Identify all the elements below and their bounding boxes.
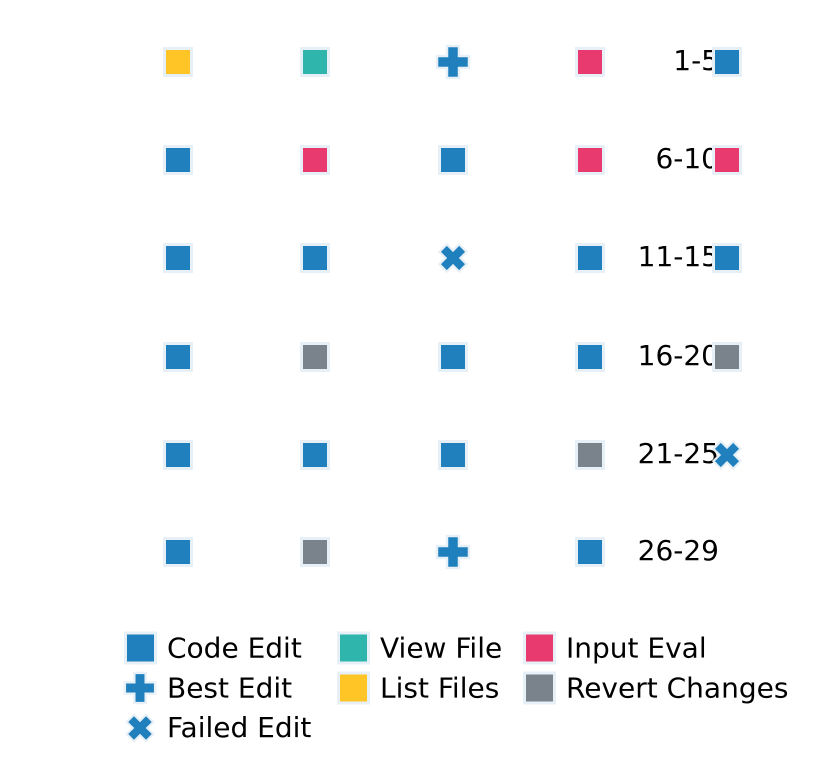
grid-cell-r2-c1 bbox=[163, 145, 193, 175]
input-eval-marker bbox=[522, 631, 556, 665]
legend-item-revert-changes: Revert Changes bbox=[522, 671, 789, 705]
grid-cell-r4-c5 bbox=[712, 342, 742, 372]
grid-cell-r5-c5 bbox=[710, 438, 745, 473]
code-edit-marker bbox=[438, 342, 468, 372]
input-eval-marker bbox=[712, 145, 742, 175]
grid-cell-r2-c2 bbox=[300, 145, 330, 175]
legend-marker-cell bbox=[123, 631, 157, 665]
failed-edit-marker bbox=[125, 713, 155, 743]
row-label: 21-25 bbox=[637, 437, 719, 471]
grid-cell-r1-c5 bbox=[712, 47, 742, 77]
grid-cell-r6-c3 bbox=[435, 534, 471, 570]
legend-item-input-eval: Input Eval bbox=[522, 631, 707, 665]
code-edit-marker bbox=[123, 631, 157, 665]
legend-marker-cell bbox=[336, 671, 370, 705]
grid-cell-r5-c4 bbox=[575, 440, 605, 470]
code-edit-marker bbox=[575, 342, 605, 372]
grid-cell-r5-c1 bbox=[163, 440, 193, 470]
grid-cell-r4-c2 bbox=[300, 342, 330, 372]
legend-label: Input Eval bbox=[566, 631, 707, 664]
row-label: 26-29 bbox=[637, 534, 719, 568]
grid-cell-r4-c4 bbox=[575, 342, 605, 372]
row-label: 16-20 bbox=[637, 339, 719, 373]
code-edit-marker bbox=[438, 145, 468, 175]
view-file-marker bbox=[336, 631, 370, 665]
code-edit-marker bbox=[163, 243, 193, 273]
grid-cell-r3-c3 bbox=[436, 241, 471, 276]
code-edit-marker bbox=[575, 243, 605, 273]
legend-item-view-file: View File bbox=[336, 631, 503, 665]
code-edit-marker bbox=[163, 145, 193, 175]
input-eval-marker bbox=[300, 145, 330, 175]
failed-edit-marker bbox=[437, 242, 469, 274]
code-edit-marker bbox=[712, 47, 742, 77]
code-edit-marker bbox=[300, 440, 330, 470]
grid-cell-r6-c4 bbox=[575, 537, 605, 567]
grid-cell-r4-c3 bbox=[438, 342, 468, 372]
grid-cell-r2-c4 bbox=[575, 145, 605, 175]
view-file-marker bbox=[300, 47, 330, 77]
grid-cell-r1-c4 bbox=[575, 47, 605, 77]
list-files-marker bbox=[163, 47, 193, 77]
legend-label: List Files bbox=[380, 671, 500, 704]
code-edit-marker bbox=[163, 342, 193, 372]
legend-item-failed-edit: Failed Edit bbox=[123, 711, 311, 745]
legend-marker-cell bbox=[336, 631, 370, 665]
grid-cell-r5-c2 bbox=[300, 440, 330, 470]
row-label: 6-10 bbox=[655, 142, 719, 176]
grid-cell-r3-c2 bbox=[300, 243, 330, 273]
legend-marker-cell bbox=[123, 671, 157, 706]
revert-changes-marker bbox=[712, 342, 742, 372]
row-label: 11-15 bbox=[637, 240, 719, 274]
row-label: 1-5 bbox=[673, 44, 719, 78]
legend-label: Failed Edit bbox=[167, 711, 312, 744]
grid-cell-r4-c1 bbox=[163, 342, 193, 372]
legend-marker-cell bbox=[522, 671, 556, 705]
grid-cell-r3-c4 bbox=[575, 243, 605, 273]
code-edit-marker bbox=[438, 440, 468, 470]
legend-label: Revert Changes bbox=[566, 671, 789, 704]
grid-cell-r6-c1 bbox=[163, 537, 193, 567]
grid-cell-r2-c3 bbox=[438, 145, 468, 175]
grid-cell-r5-c3 bbox=[438, 440, 468, 470]
failed-edit-marker bbox=[711, 439, 743, 471]
legend-label: Code Edit bbox=[167, 631, 302, 664]
grid-cell-r3-c5 bbox=[712, 243, 742, 273]
best-edit-marker bbox=[123, 671, 157, 705]
grid-cell-r1-c3 bbox=[435, 44, 471, 80]
legend-marker-cell bbox=[522, 631, 556, 665]
grid-cell-r3-c1 bbox=[163, 243, 193, 273]
grid-cell-r6-c2 bbox=[300, 537, 330, 567]
legend-label: Best Edit bbox=[167, 671, 293, 704]
legend-item-code-edit: Code Edit bbox=[123, 631, 302, 665]
legend-item-best-edit: Best Edit bbox=[123, 671, 292, 706]
best-edit-marker bbox=[435, 44, 471, 80]
revert-changes-marker bbox=[522, 671, 556, 705]
legend-marker-cell bbox=[123, 711, 157, 745]
revert-changes-marker bbox=[300, 342, 330, 372]
revert-changes-marker bbox=[300, 537, 330, 567]
legend-item-list-files: List Files bbox=[336, 671, 500, 705]
grid-cell-r2-c5 bbox=[712, 145, 742, 175]
code-edit-marker bbox=[163, 537, 193, 567]
code-edit-marker bbox=[575, 537, 605, 567]
best-edit-marker bbox=[435, 534, 471, 570]
input-eval-marker bbox=[575, 47, 605, 77]
legend-label: View File bbox=[380, 631, 503, 664]
grid-cell-r1-c2 bbox=[300, 47, 330, 77]
code-edit-marker bbox=[300, 243, 330, 273]
code-edit-marker bbox=[163, 440, 193, 470]
grid-cell-r1-c1 bbox=[163, 47, 193, 77]
revert-changes-marker bbox=[575, 440, 605, 470]
list-files-marker bbox=[336, 671, 370, 705]
input-eval-marker bbox=[575, 145, 605, 175]
code-edit-marker bbox=[712, 243, 742, 273]
